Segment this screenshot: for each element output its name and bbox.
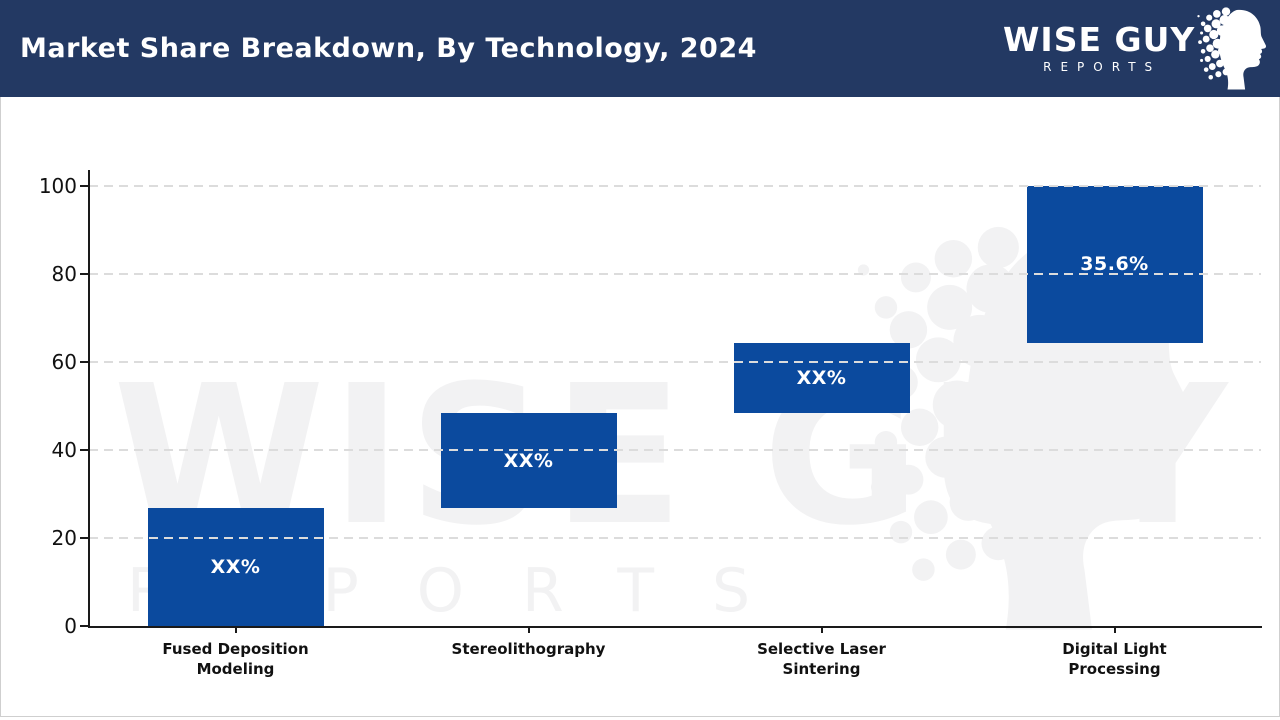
y-axis-tick-40 [80, 449, 88, 451]
gridline-20 [89, 537, 1261, 539]
brand-name: WISE GUY [1003, 20, 1196, 59]
bar-value-label-stereolithography: XX% [503, 449, 554, 472]
y-axis-tick-label-100: 100 [38, 174, 77, 198]
y-axis-tick-100 [80, 185, 88, 187]
y-axis-tick-label-0: 0 [64, 614, 77, 638]
y-axis-tick-0 [80, 625, 88, 627]
category-label-line: Stereolithography [451, 640, 606, 658]
gridline-100 [89, 185, 1261, 187]
category-label-line: Sintering [782, 660, 861, 679]
bar-value-label-selective-laser-sintering: XX% [796, 366, 847, 389]
x-axis-tick-stereolithography [527, 628, 530, 633]
y-axis-tick-label-40: 40 [51, 438, 77, 462]
y-axis-tick-80 [80, 273, 88, 275]
y-axis-tick-20 [80, 537, 88, 539]
x-axis-tick-digital-light-processing [1113, 628, 1116, 633]
gridline-80 [89, 273, 1261, 275]
category-label-line: Digital Light [1062, 640, 1167, 658]
category-label-line: Selective Laser [757, 640, 886, 658]
category-label-line: Modeling [196, 660, 275, 679]
x-axis-tick-fused-deposition-modeling [234, 628, 237, 633]
chart-frame: WISE GUY REPORTS 0 20 40 60 80 100 XX% Fused De… [0, 97, 1280, 717]
category-label-line: Processing [1068, 660, 1161, 679]
category-label-digital-light-processing: Digital Light Processing [975, 639, 1255, 680]
bar-stereolithography: XX% [440, 413, 617, 509]
bar-value-label-digital-light-processing: 35.6% [1080, 253, 1149, 276]
bar-digital-light-processing: 35.6% [1026, 186, 1203, 343]
wiseguy-head-icon [1197, 6, 1266, 91]
gridline-40 [89, 449, 1261, 451]
x-axis-tick-selective-laser-sintering [820, 628, 823, 633]
plot-area: 0 20 40 60 80 100 XX% Fused Deposition Modeling X… [1, 97, 1279, 716]
y-axis-tick-60 [80, 361, 88, 363]
y-axis-line [88, 170, 90, 628]
page-title: Market Share Breakdown, By Technology, 2… [20, 33, 757, 64]
y-axis-tick-label-60: 60 [51, 350, 77, 374]
x-axis-line [88, 626, 1262, 628]
bar-fused-deposition-modeling: XX% [147, 508, 324, 626]
y-axis-tick-label-80: 80 [51, 262, 77, 286]
bar-selective-laser-sintering: XX% [733, 342, 910, 414]
y-axis-tick-label-20: 20 [51, 526, 77, 550]
category-label-selective-laser-sintering: Selective Laser Sintering [682, 639, 962, 680]
brand-logo: WISE GUY REPORTS [1003, 6, 1266, 91]
category-label-fused-deposition-modeling: Fused Deposition Modeling [96, 639, 376, 680]
brand-subname: REPORTS [1043, 60, 1162, 74]
category-label-stereolithography: Stereolithography [389, 639, 669, 659]
header-bar: Market Share Breakdown, By Technology, 2… [0, 0, 1280, 97]
category-label-line: Fused Deposition [162, 640, 309, 658]
bar-value-label-fused-deposition-modeling: XX% [210, 556, 261, 579]
gridline-60 [89, 361, 1261, 363]
brand-wordmark: WISE GUY REPORTS [1003, 23, 1195, 74]
